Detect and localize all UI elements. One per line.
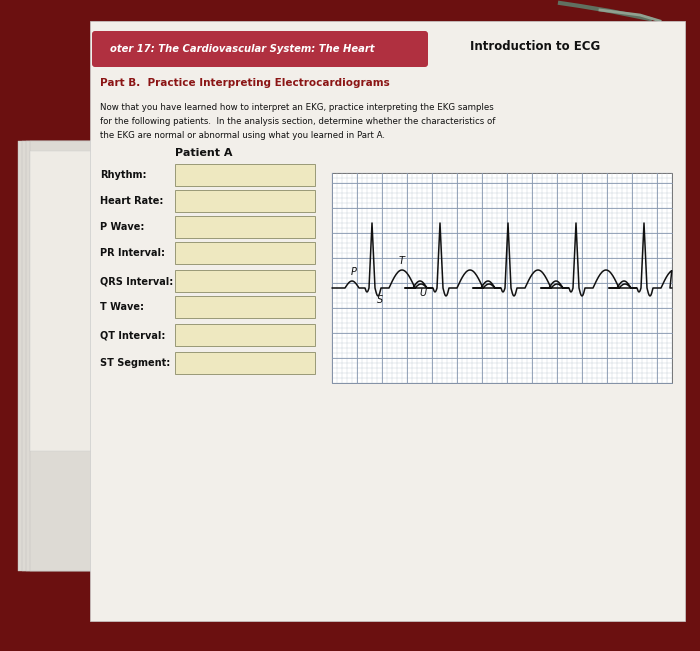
FancyBboxPatch shape (30, 141, 115, 571)
Text: Patient A: Patient A (175, 148, 232, 158)
Text: QT Interval:: QT Interval: (100, 330, 165, 340)
Text: the EKG are normal or abnormal using what you learned in Part A.: the EKG are normal or abnormal using wha… (100, 131, 385, 140)
FancyBboxPatch shape (22, 141, 107, 571)
FancyBboxPatch shape (30, 151, 110, 451)
Text: QRS Interval:: QRS Interval: (100, 276, 174, 286)
Text: U: U (419, 288, 426, 298)
Text: T Wave:: T Wave: (100, 302, 144, 312)
FancyBboxPatch shape (90, 21, 685, 621)
Text: PR Interval:: PR Interval: (100, 248, 165, 258)
Text: P Wave:: P Wave: (100, 222, 144, 232)
Text: Now that you have learned how to interpret an EKG, practice interpreting the EKG: Now that you have learned how to interpr… (100, 103, 494, 112)
Text: ST Segment:: ST Segment: (100, 358, 170, 368)
FancyBboxPatch shape (92, 31, 428, 67)
Text: T: T (399, 256, 405, 266)
FancyBboxPatch shape (175, 324, 315, 346)
Text: Heart Rate:: Heart Rate: (100, 196, 163, 206)
FancyBboxPatch shape (175, 164, 315, 186)
Text: Rhythm:: Rhythm: (100, 170, 146, 180)
FancyBboxPatch shape (175, 296, 315, 318)
FancyBboxPatch shape (175, 216, 315, 238)
FancyBboxPatch shape (175, 352, 315, 374)
Text: S: S (377, 295, 384, 305)
FancyBboxPatch shape (26, 141, 111, 571)
FancyBboxPatch shape (332, 173, 672, 383)
Text: P: P (351, 267, 357, 277)
FancyBboxPatch shape (175, 270, 315, 292)
FancyBboxPatch shape (175, 190, 315, 212)
FancyBboxPatch shape (18, 141, 103, 571)
Text: for the following patients.  In the analysis section, determine whether the char: for the following patients. In the analy… (100, 117, 496, 126)
Text: Introduction to ECG: Introduction to ECG (470, 40, 601, 53)
Text: Part B.  Practice Interpreting Electrocardiograms: Part B. Practice Interpreting Electrocar… (100, 78, 390, 88)
FancyBboxPatch shape (175, 242, 315, 264)
Text: oter 17: The Cardiovascular System: The Heart: oter 17: The Cardiovascular System: The … (110, 44, 374, 54)
